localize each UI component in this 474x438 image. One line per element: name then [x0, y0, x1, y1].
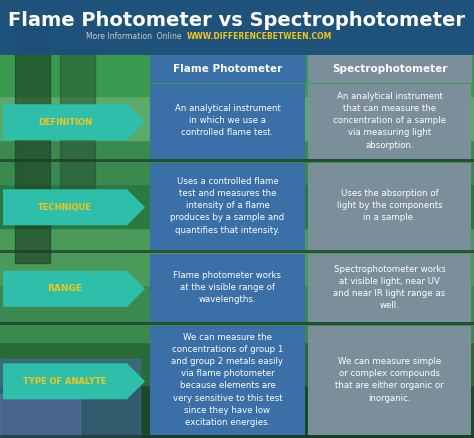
- FancyBboxPatch shape: [308, 84, 471, 159]
- FancyBboxPatch shape: [0, 321, 474, 325]
- FancyBboxPatch shape: [0, 159, 474, 162]
- FancyBboxPatch shape: [150, 162, 305, 250]
- Polygon shape: [3, 104, 145, 140]
- FancyBboxPatch shape: [308, 55, 472, 83]
- FancyBboxPatch shape: [150, 325, 305, 435]
- Text: Flame photometer works
at the visible range of
wavelengths.: Flame photometer works at the visible ra…: [173, 271, 282, 304]
- Text: We can measure simple
or complex compounds
that are either organic or
inorganic.: We can measure simple or complex compoun…: [335, 357, 444, 403]
- Text: More Information  Online: More Information Online: [86, 32, 182, 41]
- Text: Spectrophotometer works
at visible light, near UV
and near IR light range as
wel: Spectrophotometer works at visible light…: [333, 265, 446, 310]
- FancyBboxPatch shape: [150, 84, 305, 159]
- Text: Uses a controlled flame
test and measures the
intensity of a flame
produces by a: Uses a controlled flame test and measure…: [171, 177, 284, 235]
- Text: Flame Photometer vs Spectrophotometer: Flame Photometer vs Spectrophotometer: [9, 11, 465, 30]
- Text: We can measure the
concentrations of group 1
and group 2 metals easily
via flame: We can measure the concentrations of gro…: [172, 333, 283, 427]
- FancyBboxPatch shape: [308, 325, 471, 435]
- FancyBboxPatch shape: [0, 435, 474, 438]
- Text: TECHNIQUE: TECHNIQUE: [38, 203, 92, 212]
- Text: An analytical instrument
that can measure the
concentration of a sample
via meas: An analytical instrument that can measur…: [333, 92, 446, 149]
- Polygon shape: [3, 363, 145, 399]
- FancyBboxPatch shape: [0, 250, 474, 253]
- FancyBboxPatch shape: [150, 55, 306, 83]
- Text: Spectrophotometer: Spectrophotometer: [332, 64, 447, 74]
- FancyBboxPatch shape: [308, 254, 471, 321]
- Text: WWW.DIFFERENCEBETWEEN.COM: WWW.DIFFERENCEBETWEEN.COM: [187, 32, 332, 41]
- Polygon shape: [3, 271, 145, 307]
- Text: TYPE OF ANALYTE: TYPE OF ANALYTE: [23, 377, 107, 386]
- Polygon shape: [3, 189, 145, 225]
- Text: Flame Photometer: Flame Photometer: [173, 64, 283, 74]
- FancyBboxPatch shape: [150, 254, 305, 321]
- Text: Uses the absorption of
light by the components
in a sample.: Uses the absorption of light by the comp…: [337, 189, 442, 223]
- Text: DEFINITION: DEFINITION: [38, 118, 92, 127]
- Text: RANGE: RANGE: [47, 284, 82, 293]
- FancyBboxPatch shape: [0, 0, 474, 55]
- FancyBboxPatch shape: [308, 162, 471, 250]
- Text: An analytical instrument
in which we use a
controlled flame test.: An analytical instrument in which we use…: [174, 104, 281, 138]
